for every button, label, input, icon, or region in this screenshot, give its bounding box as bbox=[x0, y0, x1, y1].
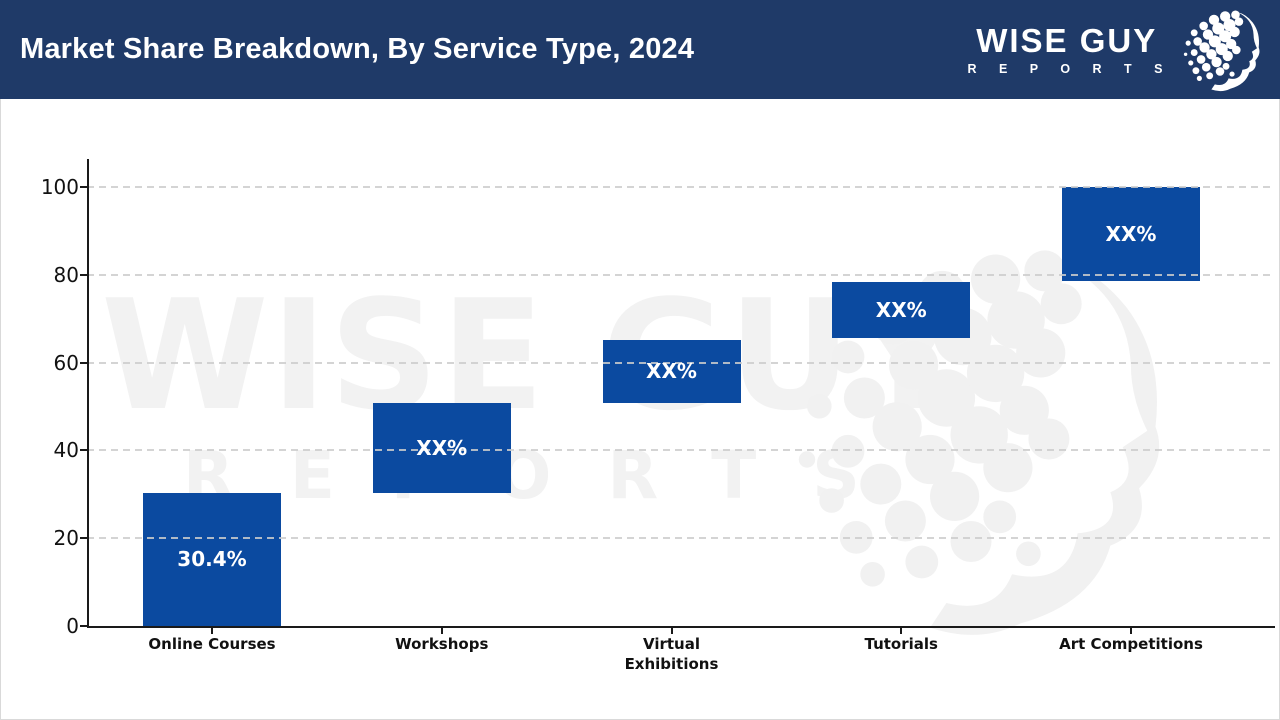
y-tick-label-80: 80 bbox=[53, 262, 79, 287]
y-tick-label-20: 20 bbox=[53, 526, 79, 551]
wiseguy-logo-text: WISE GUY R E P O R T S bbox=[961, 24, 1172, 76]
x-axis-label-art-competitions: Art Competitions bbox=[1059, 635, 1203, 653]
x-tick-mark-tutorials bbox=[900, 628, 903, 634]
x-axis-label-virtual-exhibitions: Virtual Exhibitions bbox=[624, 635, 719, 673]
wiseguy-head-icon bbox=[1183, 9, 1260, 91]
chart-area: WISE GUY REPORTS 0 20 40 60 80 100 30.4% Online… bbox=[0, 99, 1280, 720]
x-tick-mark-workshops bbox=[440, 628, 443, 634]
header-bar: Market Share Breakdown, By Service Type,… bbox=[0, 0, 1280, 99]
x-axis-spine bbox=[87, 626, 1275, 628]
x-tick-mark-virtual-exhibitions bbox=[670, 628, 673, 634]
y-tick-mark-80 bbox=[80, 273, 88, 276]
bar-value-label-online-courses: 30.4% bbox=[177, 547, 247, 572]
x-axis-label-online-courses: Online Courses bbox=[148, 635, 276, 653]
bar-tutorials bbox=[832, 282, 971, 339]
logo-wordmark: WISE GUY bbox=[976, 21, 1158, 59]
x-axis-label-tutorials: Tutorials bbox=[864, 635, 938, 653]
logo-subtitle: R E P O R T S bbox=[967, 61, 1172, 76]
gridline-80 bbox=[87, 273, 1275, 276]
gridline-100 bbox=[87, 186, 1275, 188]
bar-value-label-art-competitions: XX% bbox=[1105, 221, 1157, 246]
y-tick-label-0: 0 bbox=[66, 614, 79, 638]
page-title: Market Share Breakdown, By Service Type,… bbox=[20, 33, 695, 65]
bar-virtual-exhibitions bbox=[602, 339, 741, 403]
y-tick-label-100: 100 bbox=[40, 175, 79, 199]
x-axis-label-workshops: Workshops bbox=[395, 635, 489, 653]
y-axis-spine bbox=[87, 159, 89, 628]
y-tick-mark-100 bbox=[80, 186, 88, 188]
bar-value-label-virtual-exhibitions: XX% bbox=[646, 359, 697, 384]
gridline-40 bbox=[87, 449, 1275, 452]
y-tick-label-60: 60 bbox=[53, 350, 79, 375]
bar-art-competitions bbox=[1062, 187, 1200, 281]
bar-online-courses bbox=[143, 492, 281, 626]
y-tick-mark-40 bbox=[80, 449, 88, 452]
gridline-20 bbox=[87, 537, 1275, 540]
y-tick-mark-0 bbox=[80, 625, 88, 627]
y-tick-mark-20 bbox=[80, 537, 88, 540]
wiseguy-logo: WISE GUY R E P O R T S bbox=[961, 7, 1266, 93]
y-tick-label-40: 40 bbox=[53, 438, 79, 463]
bar-value-label-tutorials: XX% bbox=[875, 298, 927, 323]
bar-workshops bbox=[372, 402, 511, 493]
watermark-head-icon bbox=[798, 250, 1160, 635]
x-tick-mark-art-competitions bbox=[1130, 628, 1132, 634]
bar-value-label-workshops: XX% bbox=[416, 435, 468, 460]
y-tick-mark-60 bbox=[80, 361, 88, 364]
x-tick-mark-online-courses bbox=[211, 628, 213, 634]
gridline-60 bbox=[87, 361, 1275, 364]
